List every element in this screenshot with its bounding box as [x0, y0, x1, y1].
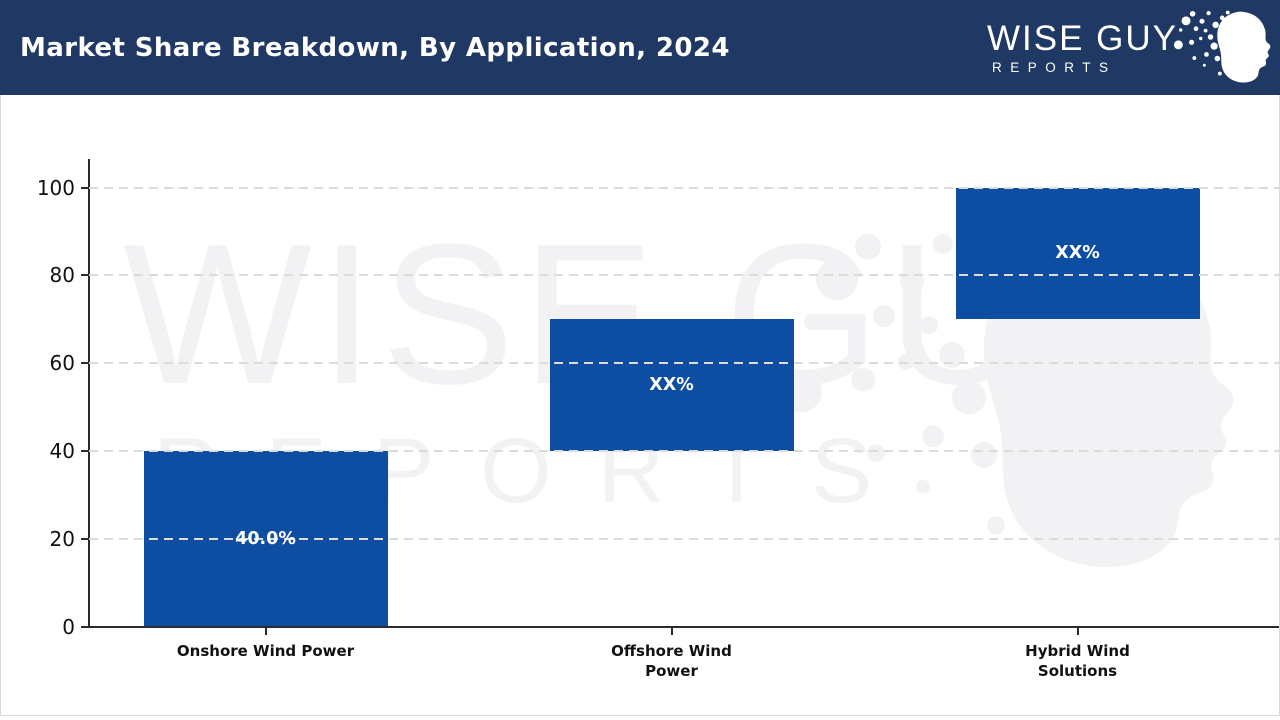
- y-axis-tick-label: 60: [49, 351, 75, 376]
- page-title: Market Share Breakdown, By Application, …: [20, 33, 730, 63]
- bar-value-label: 40.0%: [235, 528, 296, 549]
- y-axis-tick: [81, 625, 88, 628]
- x-axis-tick: [670, 628, 673, 635]
- x-axis-category-label: Offshore Wind Power: [611, 642, 732, 680]
- x-axis-tick: [264, 628, 267, 635]
- gridline: [89, 186, 1279, 189]
- logo-wordmark-line2: REPORTS: [991, 59, 1117, 75]
- y-axis-tick: [81, 274, 88, 277]
- bar-value-label: XX%: [649, 375, 694, 396]
- y-axis-tick: [81, 537, 88, 540]
- gridline: [89, 274, 1279, 277]
- y-axis-tick: [81, 449, 88, 452]
- logo-wordmark: WISE GUY REPORTS: [986, 18, 1178, 75]
- x-axis-tick: [1076, 628, 1079, 635]
- y-axis-tick-label: 100: [36, 175, 75, 200]
- y-axis-tick: [81, 362, 88, 365]
- y-axis-tick-label: 20: [49, 526, 75, 551]
- y-axis-tick-label: 0: [62, 614, 75, 639]
- chart-canvas: WISE GUY REPORTS 40.0% XX% XX% 0 20 40 60 80 100…: [0, 95, 1280, 716]
- header-bar: Market Share Breakdown, By Application, …: [0, 0, 1280, 95]
- gridline: [89, 449, 1279, 452]
- y-axis-line: [88, 159, 90, 628]
- y-axis-tick-label: 40: [49, 438, 75, 463]
- gridline: [89, 362, 1279, 365]
- x-axis-category-label: Hybrid Wind Solutions: [1025, 642, 1130, 680]
- gridline: [89, 537, 1279, 540]
- x-axis-category-label: Onshore Wind Power: [176, 642, 355, 660]
- bar-value-label: XX%: [1055, 243, 1100, 264]
- logo-wordmark-line1: WISE GUY: [986, 18, 1178, 58]
- wiseguy-logo: WISE GUY REPORTS: [987, 7, 1272, 87]
- wiseguy-face-icon: [1173, 10, 1271, 83]
- x-axis-line: [88, 626, 1279, 628]
- y-axis-tick-label: 80: [49, 263, 75, 288]
- y-axis-tick: [81, 186, 88, 189]
- bar-offshore-wind-power: [549, 319, 794, 451]
- plot-area: 40.0% XX% XX% 0 20 40 60 80 100 Onshore Wind Powe…: [1, 95, 1279, 715]
